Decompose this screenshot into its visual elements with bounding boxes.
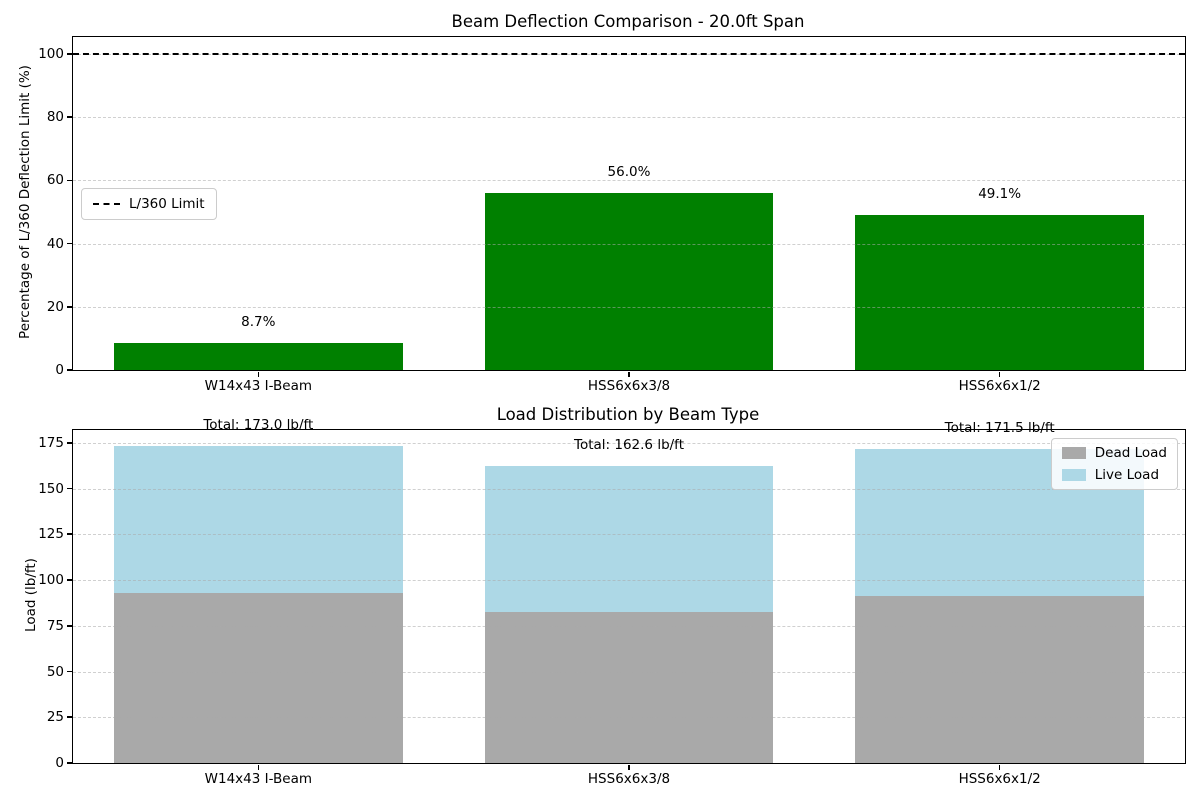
y-tick-label: 100 (38, 572, 64, 589)
bar-value-label: 8.7% (241, 313, 276, 330)
dead-load-swatch (1061, 447, 1086, 459)
bar-segment-dead-load (855, 595, 1144, 763)
y-tick-mark (66, 762, 72, 764)
bar-segment-value (855, 214, 1144, 370)
bar-value-label: Total: 173.0 lb/ft (203, 417, 314, 434)
x-tick-label: W14x43 I-Beam (204, 378, 313, 394)
gridline (73, 442, 1185, 444)
y-tick-mark (66, 716, 72, 719)
y-tick-mark (66, 53, 72, 55)
y-tick-mark (66, 533, 72, 536)
gridline (73, 117, 1185, 119)
x-tick-mark (257, 764, 260, 770)
load-plot-area: Dead Load Live Load 0 25 50 75 100 125 150 175 W… (38, 417, 1186, 787)
gridline (73, 534, 1185, 536)
x-tick-mark (628, 371, 630, 377)
y-tick-mark (66, 369, 72, 371)
load-chart-title: Load Distribution by Beam Type (496, 405, 760, 424)
y-tick-label: 80 (46, 109, 64, 126)
legend-row-dead-load: Dead Load (1061, 445, 1167, 461)
legend-label-live-load: Live Load (1094, 467, 1160, 483)
y-tick-label: 175 (38, 434, 64, 451)
x-tick-label: W14x43 I-Beam (204, 771, 313, 787)
y-tick-label: 0 (55, 755, 64, 771)
y-tick-label: 75 (46, 617, 64, 634)
y-tick-label: 150 (38, 480, 64, 497)
y-tick-label: 40 (46, 235, 64, 252)
legend-label-limit: L/360 Limit (129, 196, 205, 212)
x-tick-label: HSS6x6x3/8 (587, 771, 671, 787)
x-tick-mark (998, 764, 1001, 770)
bar-segment-dead-load (484, 611, 774, 763)
y-tick-mark (66, 179, 72, 182)
legend-row-live-load: Live Load (1061, 467, 1167, 483)
bar-value-label: Total: 162.6 lb/ft (574, 436, 684, 453)
y-tick-label: 60 (46, 172, 64, 189)
x-tick-label: HSS6x6x1/2 (958, 771, 1041, 787)
x-tick-mark (998, 371, 1001, 377)
deflection-chart-title: Beam Deflection Comparison - 20.0ft Span (451, 12, 805, 31)
x-tick-label: HSS6x6x3/8 (587, 378, 671, 394)
gridline (73, 306, 1185, 308)
bar-value-label: Total: 171.5 lb/ft (944, 420, 1055, 437)
limit-reference-line (73, 52, 1185, 55)
y-tick-label: 100 (38, 46, 64, 63)
bar-value-label: 49.1% (978, 185, 1022, 202)
deflection-plot-area: L/360 Limit 0 20 40 60 80 100 W14x43 I-Beam 8.7… (38, 36, 1186, 394)
deflection-y-axis-label: Percentage of L/360 Deflection Limit (%) (17, 65, 33, 339)
y-tick-mark (66, 670, 72, 673)
gridline (73, 625, 1185, 627)
y-tick-label: 20 (46, 298, 64, 315)
live-load-swatch (1061, 469, 1086, 481)
gridline (73, 180, 1185, 182)
y-tick-label: 0 (55, 362, 64, 378)
legend-label-dead-load: Dead Load (1094, 445, 1167, 461)
bar-value-label: 56.0% (607, 164, 651, 181)
gridline (73, 488, 1185, 490)
bar-segment-live-load (484, 465, 774, 612)
bar-segment-value (484, 193, 774, 370)
x-tick-mark (257, 371, 260, 377)
gridline (73, 580, 1185, 582)
gridline (73, 717, 1185, 719)
y-tick-label: 125 (38, 526, 64, 543)
y-tick-mark (66, 442, 72, 444)
y-tick-mark (66, 116, 72, 119)
load-legend: Dead Load Live Load (1050, 438, 1178, 490)
y-tick-mark (66, 579, 72, 581)
bar-segment-value (114, 342, 403, 370)
y-tick-label: 25 (46, 709, 64, 726)
x-tick-label: HSS6x6x1/2 (958, 378, 1041, 394)
load-y-axis-label: Load (lb/ft) (23, 558, 39, 632)
deflection-legend: L/360 Limit (81, 188, 217, 220)
y-tick-mark (66, 624, 72, 627)
x-tick-mark (628, 764, 630, 770)
bar-segment-live-load (114, 446, 403, 593)
bar-segment-dead-load (114, 592, 403, 763)
y-tick-mark (66, 306, 72, 308)
dashed-limit-line-sample (93, 203, 120, 205)
gridline (73, 671, 1185, 673)
gridline (73, 243, 1185, 245)
y-tick-mark (66, 242, 72, 245)
y-tick-label: 50 (46, 663, 64, 680)
y-tick-mark (66, 487, 72, 490)
